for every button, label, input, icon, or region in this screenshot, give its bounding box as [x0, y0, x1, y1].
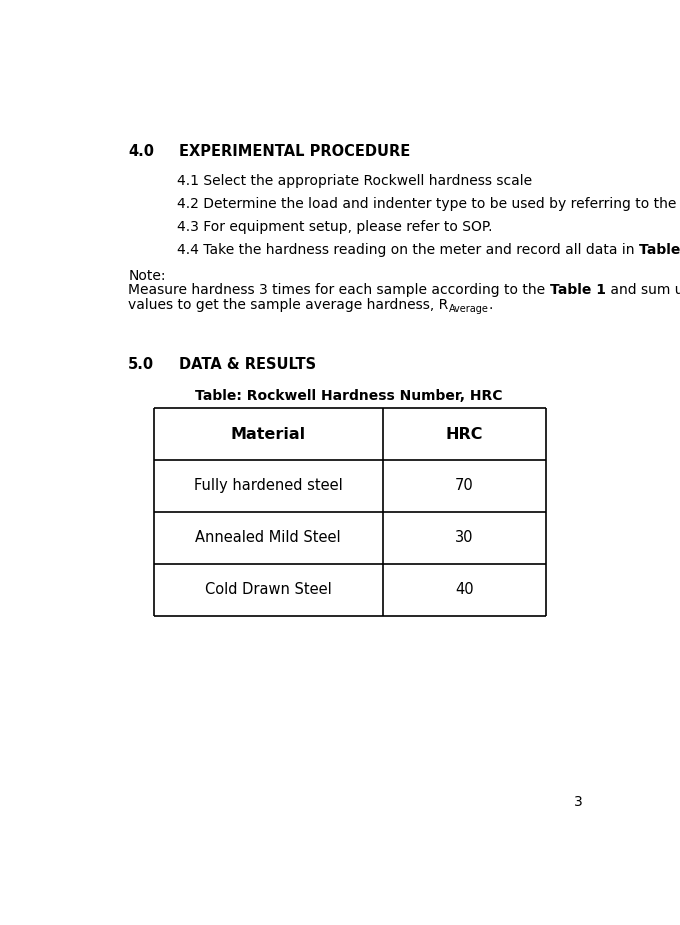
Text: Table: Rockwell Hardness Number, HRC: Table: Rockwell Hardness Number, HRC — [194, 388, 503, 402]
Text: .: . — [488, 299, 493, 313]
Text: 5.0: 5.0 — [129, 357, 154, 372]
Text: and sum up both: and sum up both — [606, 283, 680, 297]
Text: 4.2 Determine the load and indenter type to be used by referring to the table.: 4.2 Determine the load and indenter type… — [177, 197, 680, 211]
Text: 4.0: 4.0 — [129, 144, 154, 159]
Text: HRC: HRC — [445, 426, 483, 441]
Text: 4.4 Take the hardness reading on the meter and record all data in: 4.4 Take the hardness reading on the met… — [177, 242, 639, 257]
Text: 4.3 For equipment setup, please refer to SOP.: 4.3 For equipment setup, please refer to… — [177, 220, 493, 234]
Text: values to get the sample average hardness, R: values to get the sample average hardnes… — [129, 299, 449, 313]
Text: EXPERIMENTAL PROCEDURE: EXPERIMENTAL PROCEDURE — [179, 144, 410, 159]
Text: Annealed Mild Steel: Annealed Mild Steel — [195, 531, 341, 546]
Text: Average: Average — [449, 304, 488, 314]
Text: 4.1 Select the appropriate Rockwell hardness scale: 4.1 Select the appropriate Rockwell hard… — [177, 174, 532, 188]
Text: Table 1: Table 1 — [549, 283, 606, 297]
Text: Fully hardened steel: Fully hardened steel — [194, 478, 343, 494]
Text: 40: 40 — [455, 583, 474, 598]
Text: Cold Drawn Steel: Cold Drawn Steel — [205, 583, 332, 598]
Text: 3: 3 — [575, 795, 583, 809]
Text: DATA & RESULTS: DATA & RESULTS — [179, 357, 316, 372]
Text: Measure hardness 3 times for each sample according to the: Measure hardness 3 times for each sample… — [129, 283, 549, 297]
Text: 70: 70 — [455, 478, 474, 494]
Text: Table 1: Table 1 — [639, 242, 680, 257]
Text: 30: 30 — [455, 531, 474, 546]
Text: Material: Material — [231, 426, 306, 441]
Text: Note:: Note: — [129, 269, 166, 283]
